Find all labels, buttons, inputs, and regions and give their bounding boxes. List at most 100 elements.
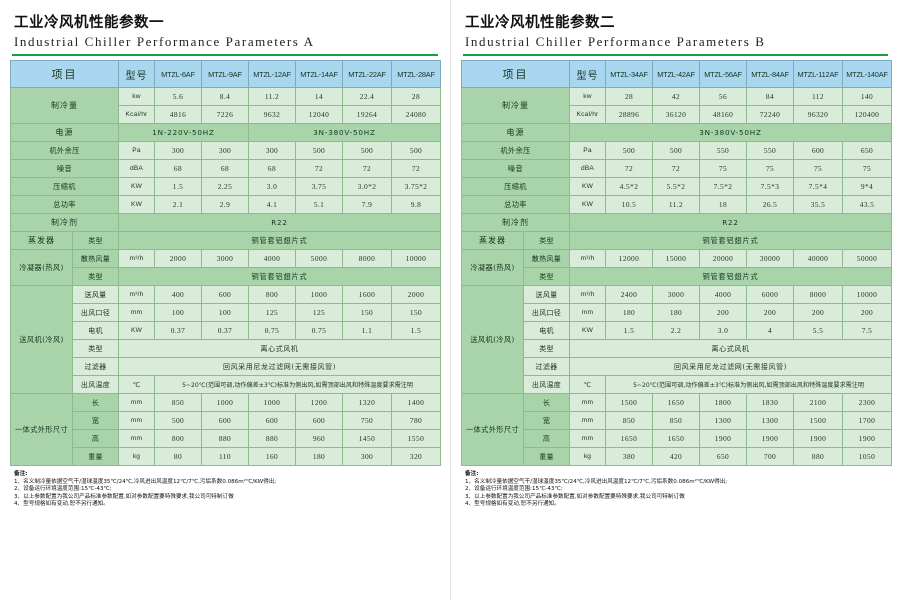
cell-len-4: 1320 bbox=[342, 393, 392, 412]
table-row-fan-volume: 送风机(冷风) 送风量 m³/h 2400 3000 4000 6000 800… bbox=[461, 285, 892, 394]
table-row-evaporator: 蒸发器 类型 铜管套铝翅片式 bbox=[10, 231, 441, 250]
row-sublabel-height: 高 bbox=[523, 429, 570, 448]
cell-noise-2: 68 bbox=[248, 159, 296, 178]
row-sublabel-fan-type: 类型 bbox=[72, 339, 119, 358]
cell-wgt-1: 110 bbox=[201, 447, 249, 466]
row-sublabel-evaporator-type: 类型 bbox=[72, 231, 119, 250]
row-sublabel-height: 高 bbox=[72, 429, 119, 448]
cell-wid-3: 1300 bbox=[746, 411, 794, 430]
cell-cooling-kcal-2: 48160 bbox=[699, 105, 747, 124]
cell-noise-1: 72 bbox=[652, 159, 700, 178]
row-sublabel-length: 长 bbox=[72, 393, 119, 412]
cell-fan-vol-4: 1600 bbox=[342, 285, 392, 304]
cell-comp-2: 7.5*2 bbox=[699, 177, 747, 196]
cell-esp-0: 500 bbox=[605, 141, 653, 160]
cell-cond-air-1: 3000 bbox=[201, 249, 249, 268]
cell-esp-2: 300 bbox=[248, 141, 296, 160]
cell-comp-1: 5.5*2 bbox=[652, 177, 700, 196]
cell-refrigerant: R22 bbox=[118, 213, 441, 232]
table-row-esp: 机外余压 Pa 500 500 550 550 600 650 bbox=[461, 141, 892, 160]
cell-fan-vol-2: 800 bbox=[248, 285, 296, 304]
cell-cooling-kcal-1: 36120 bbox=[652, 105, 700, 124]
table-row-length: 一体式外形尺寸 长 mm 1500 1650 1800 1830 2100 23… bbox=[461, 393, 892, 466]
cell-wid-1: 600 bbox=[201, 411, 249, 430]
cell-comp-5: 9*4 bbox=[842, 177, 892, 196]
unit-cooling-kw: kw bbox=[569, 87, 606, 106]
cell-fan-out-4: 200 bbox=[793, 303, 843, 322]
cell-fan-motor-4: 5.5 bbox=[793, 321, 843, 340]
table-row-refrigerant: 制冷剂 R22 bbox=[10, 213, 441, 232]
cell-fan-vol-4: 8000 bbox=[793, 285, 843, 304]
cell-cooling-kcal-2: 9632 bbox=[248, 105, 296, 124]
unit-width: mm bbox=[569, 411, 606, 430]
cell-cooling-kw-5: 140 bbox=[842, 87, 892, 106]
row-sublabel-condenser-type: 类型 bbox=[72, 267, 119, 286]
cell-cond-air-0: 12000 bbox=[605, 249, 653, 268]
cell-fan-vol-0: 2400 bbox=[605, 285, 653, 304]
table-row-weight: 重量 kg 80 110 160 180 300 320 bbox=[11, 447, 441, 466]
cell-evaporator-type: 铜管套铝翅片式 bbox=[569, 231, 892, 250]
row-sublabel-weight: 重量 bbox=[523, 447, 570, 466]
page-title-en-a: Industrial Chiller Performance Parameter… bbox=[14, 34, 315, 49]
cell-wid-5: 1700 bbox=[842, 411, 892, 430]
cell-fan-motor-3: 4 bbox=[746, 321, 794, 340]
cell-fan-out-3: 125 bbox=[295, 303, 343, 322]
cell-total-5: 9.8 bbox=[391, 195, 441, 214]
row-sublabel-evaporator-type: 类型 bbox=[523, 231, 570, 250]
unit-weight: kg bbox=[118, 447, 155, 466]
cell-fan-out-0: 180 bbox=[605, 303, 653, 322]
cell-wgt-2: 160 bbox=[248, 447, 296, 466]
cell-total-2: 18 bbox=[699, 195, 747, 214]
table-row-fan-type: 类型 离心式风机 bbox=[11, 339, 441, 358]
cell-fan-motor-1: 0.37 bbox=[201, 321, 249, 340]
cell-cooling-kw-3: 14 bbox=[295, 87, 343, 106]
table-row-cooling-kw: 制冷量 kw 5.6 8.4 11.2 14 22.4 28 bbox=[10, 87, 441, 124]
row-sublabel-condenser-air: 散热风量 bbox=[72, 249, 119, 268]
footnote-head-b: 备注: bbox=[465, 471, 479, 477]
cell-noise-4: 75 bbox=[793, 159, 843, 178]
cell-noise-3: 75 bbox=[746, 159, 794, 178]
cell-fan-motor-5: 1.5 bbox=[391, 321, 441, 340]
row-label-evaporator: 蒸发器 bbox=[461, 231, 524, 250]
cell-wid-2: 1300 bbox=[699, 411, 747, 430]
cell-cooling-kcal-5: 120400 bbox=[842, 105, 892, 124]
footnote-head-a: 备注: bbox=[14, 471, 28, 477]
footnote-item-b-4: 4、型号规格如有变动,恕不另行通知。 bbox=[465, 501, 560, 508]
cell-total-0: 10.5 bbox=[605, 195, 653, 214]
cell-noise-5: 75 bbox=[842, 159, 892, 178]
cell-wid-4: 750 bbox=[342, 411, 392, 430]
row-label-noise: 噪音 bbox=[10, 159, 119, 178]
table-row-condenser-type: 类型 铜管套铝翅片式 bbox=[462, 267, 892, 286]
cell-cooling-kw-0: 28 bbox=[605, 87, 653, 106]
cell-comp-4: 3.0*2 bbox=[342, 177, 392, 196]
row-sublabel-condenser-air: 散热风量 bbox=[523, 249, 570, 268]
row-sublabel-outlet-temp: 出风温度 bbox=[72, 375, 119, 394]
cell-cooling-kcal-3: 72240 bbox=[746, 105, 794, 124]
table-row-power: 电源 3N-380V-50HZ bbox=[461, 123, 892, 142]
unit-total-power: KW bbox=[569, 195, 606, 214]
cell-cond-air-5: 50000 bbox=[842, 249, 892, 268]
cell-fan-motor-0: 1.5 bbox=[605, 321, 653, 340]
table-header-row: 项目 型号 MTZL-34AF MTZL-42AF MTZL-56AF MTZL… bbox=[461, 60, 892, 88]
header-sku-0: MTZL-6AF bbox=[154, 60, 202, 88]
unit-cooling-kcal: Kcal/hr bbox=[118, 105, 155, 124]
unit-cooling-kw: kw bbox=[118, 87, 155, 106]
footnote-item-a-1: 1、名义制冷量依据空气干/湿球温度35℃/24℃,冷风进出风温度12℃/7℃,污… bbox=[14, 478, 277, 485]
cell-wid-0: 500 bbox=[154, 411, 202, 430]
cell-total-3: 5.1 bbox=[295, 195, 343, 214]
cell-cooling-kcal-4: 19264 bbox=[342, 105, 392, 124]
cell-hgt-5: 1550 bbox=[391, 429, 441, 448]
cell-len-3: 1830 bbox=[746, 393, 794, 412]
cell-hgt-3: 1900 bbox=[746, 429, 794, 448]
header-model: 型号 bbox=[118, 60, 155, 88]
table-row-condenser-type: 类型 铜管套铝翅片式 bbox=[11, 267, 441, 286]
cell-fan-motor-0: 0.37 bbox=[154, 321, 202, 340]
table-row-outlet-temp: 出风温度 ℃ 5~20℃(范围可调,动作偏差±3℃)标准为侧出风,如需顶部出风和… bbox=[11, 375, 441, 394]
table-row-cooling-kcal: Kcal/hr 28896 36120 48160 72240 96320 12… bbox=[462, 105, 892, 124]
cell-esp-3: 550 bbox=[746, 141, 794, 160]
cell-fan-out-2: 200 bbox=[699, 303, 747, 322]
cell-fan-out-1: 180 bbox=[652, 303, 700, 322]
cell-comp-5: 3.75*2 bbox=[391, 177, 441, 196]
cell-wid-5: 780 bbox=[391, 411, 441, 430]
row-label-fan: 送风机(冷风) bbox=[461, 285, 524, 394]
